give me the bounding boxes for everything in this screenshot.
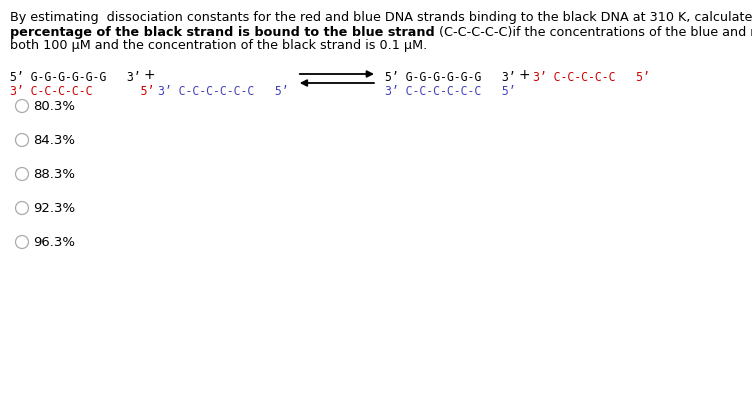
Text: 5’ G-G-G-G-G-G   3’: 5’ G-G-G-G-G-G 3’ <box>10 71 141 84</box>
Text: 80.3%: 80.3% <box>34 99 75 112</box>
Text: +: + <box>518 68 530 82</box>
Text: 3’ C-C-C-C-C       5’: 3’ C-C-C-C-C 5’ <box>10 85 154 98</box>
Text: 3’ C-C-C-C-C-C   5’: 3’ C-C-C-C-C-C 5’ <box>385 85 516 98</box>
Text: (C-C-C-C-C)if the concentrations of the blue and red strands are: (C-C-C-C-C)if the concentrations of the … <box>435 26 752 39</box>
Text: 92.3%: 92.3% <box>34 202 76 215</box>
Text: 88.3%: 88.3% <box>34 168 75 181</box>
Text: percentage of the black strand is bound to the blue strand: percentage of the black strand is bound … <box>10 26 435 39</box>
Text: both 100 μM and the concentration of the black strand is 0.1 μM.: both 100 μM and the concentration of the… <box>10 39 427 52</box>
Text: 84.3%: 84.3% <box>34 133 75 147</box>
Text: By estimating  dissociation constants for the red and blue DNA strands binding t: By estimating dissociation constants for… <box>10 11 752 24</box>
Text: 5’ G-G-G-G-G-G   3’: 5’ G-G-G-G-G-G 3’ <box>385 71 516 84</box>
Text: 96.3%: 96.3% <box>34 236 75 249</box>
Text: 3’ C-C-C-C-C   5’: 3’ C-C-C-C-C 5’ <box>533 71 650 84</box>
Text: +: + <box>144 68 155 82</box>
Text: 3’ C-C-C-C-C-C   5’: 3’ C-C-C-C-C-C 5’ <box>158 85 289 98</box>
